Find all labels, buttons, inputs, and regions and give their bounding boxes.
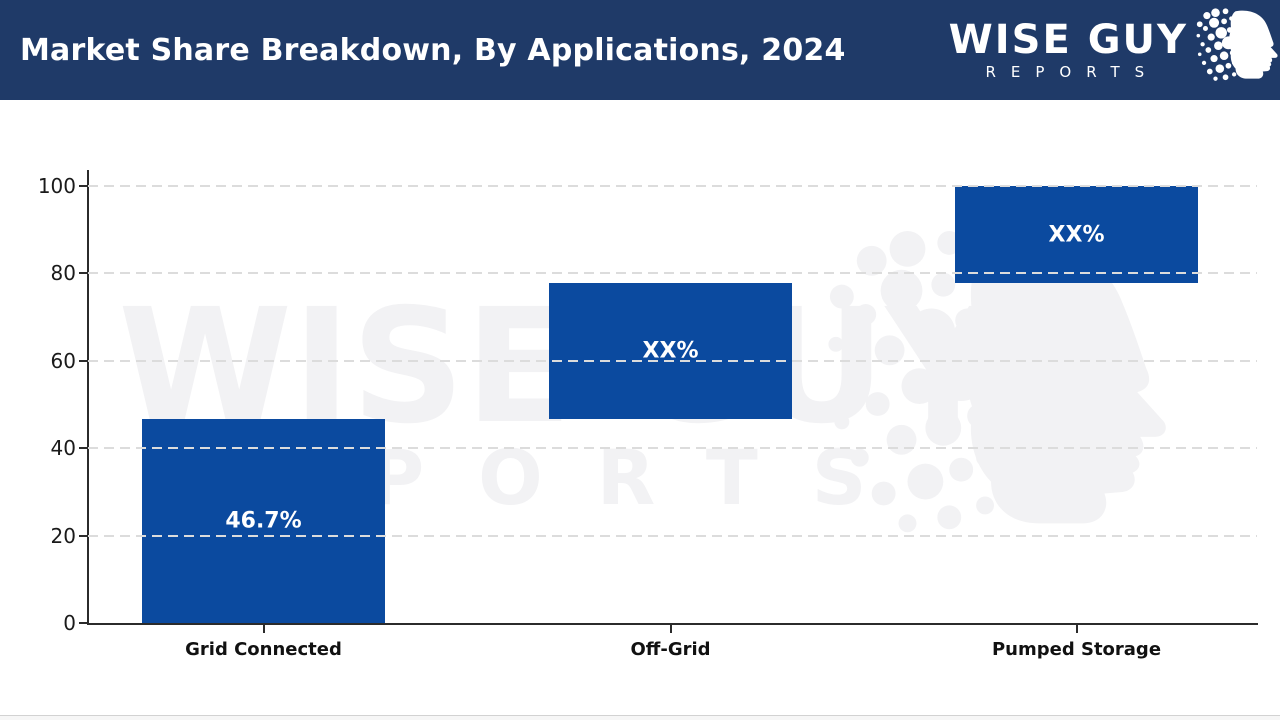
x-tick-label: Off-Grid — [630, 639, 711, 660]
bar-grid-connected — [142, 418, 385, 623]
y-tick-mark — [79, 447, 87, 450]
brand-logo-text: WISE GUY REPORTS — [949, 20, 1188, 81]
gridline — [88, 272, 1257, 275]
brand-subname: REPORTS — [985, 62, 1160, 81]
gridline — [88, 447, 1257, 450]
y-tick-label: 40 — [50, 436, 76, 461]
y-axis-line — [87, 170, 89, 625]
brand-logo: WISE GUY REPORTS — [949, 0, 1280, 100]
gridline — [88, 185, 1257, 187]
y-tick-label: 60 — [50, 348, 76, 373]
x-tick-label: Pumped Storage — [991, 639, 1162, 660]
header-bar: Market Share Breakdown, By Applications,… — [0, 0, 1280, 100]
watermark-head-icon — [828, 230, 1166, 533]
x-tick-mark — [669, 625, 672, 633]
bar-pumped-storage — [955, 186, 1198, 283]
gridline — [88, 359, 1257, 362]
y-tick-mark — [79, 359, 87, 362]
gridline — [88, 534, 1257, 537]
y-tick-mark — [79, 534, 87, 537]
brand-name: WISE GUY — [948, 16, 1188, 63]
y-tick-label: 80 — [50, 261, 76, 286]
dotted-head-icon — [1196, 8, 1278, 81]
chart-plot-area: 0 20 40 60 80 100 46.7% Grid Connected XX% Off-Gr… — [0, 100, 1280, 660]
footer-divider — [0, 715, 1280, 720]
y-tick-label: 0 — [63, 611, 76, 635]
bar-value-label: XX% — [642, 338, 699, 364]
x-tick-label: Grid Connected — [185, 639, 342, 660]
bar-value-label: XX% — [1048, 222, 1105, 247]
x-axis-line — [87, 623, 1258, 625]
bar-value-label: 46.7% — [225, 508, 302, 534]
y-tick-label: 100 — [37, 174, 76, 198]
y-tick-mark — [79, 185, 87, 187]
y-tick-mark — [79, 272, 87, 275]
y-tick-mark — [79, 622, 87, 624]
y-tick-label: 20 — [50, 523, 76, 548]
x-tick-mark — [262, 625, 265, 633]
x-tick-mark — [1075, 625, 1078, 633]
page-title: Market Share Breakdown, By Applications,… — [20, 32, 846, 68]
bar-off-grid — [549, 283, 792, 419]
